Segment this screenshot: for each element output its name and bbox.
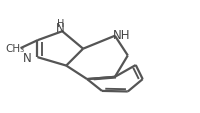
Text: NH: NH [113,29,131,42]
Text: N: N [56,22,65,34]
Text: CH₃: CH₃ [5,44,24,54]
Text: H: H [57,19,64,29]
Text: N: N [23,51,32,64]
